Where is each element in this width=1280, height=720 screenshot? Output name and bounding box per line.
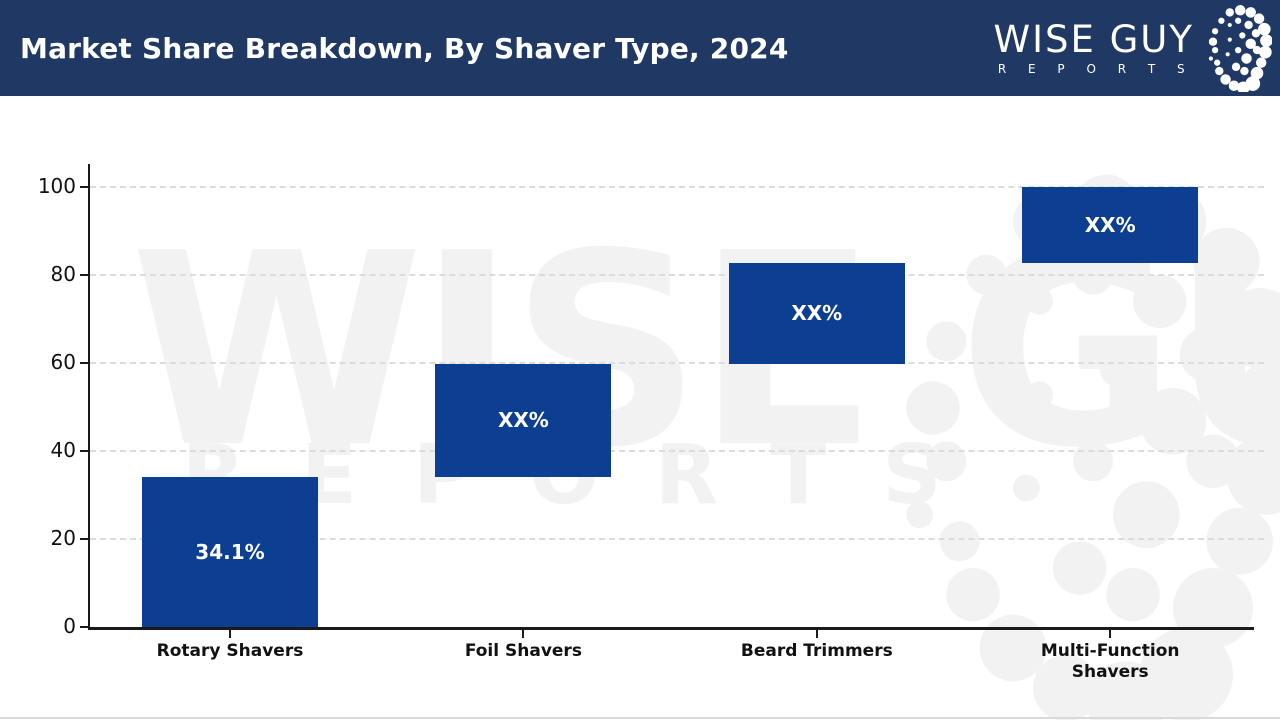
- bar-value-label: XX%: [497, 408, 549, 433]
- x-tick-mark-3: [1109, 630, 1112, 638]
- y-tick-mark-20: [80, 538, 88, 540]
- gridline-y-20: [90, 538, 1264, 540]
- y-tick-mark-80: [80, 274, 88, 276]
- page-title: Market Share Breakdown, By Shaver Type, …: [20, 31, 789, 65]
- y-tick-mark-0: [80, 626, 88, 628]
- footer-divider: [0, 717, 1280, 719]
- x-tick-mark-0: [229, 630, 231, 638]
- x-category-label: Multi-Function Shavers: [1040, 641, 1180, 682]
- x-category-label: Rotary Shavers: [156, 641, 304, 661]
- x-axis-line: [88, 627, 1254, 630]
- y-tick-label-60: 60: [50, 350, 76, 374]
- gridline-y-40: [90, 450, 1264, 452]
- bar-foil-shavers: XX%: [435, 363, 612, 477]
- y-tick-mark-40: [80, 450, 88, 452]
- bar-beard-trimmers: XX%: [728, 263, 905, 364]
- brand-logo: WISE GUY R E P O R T S: [994, 4, 1280, 92]
- bar-value-label: XX%: [1084, 213, 1136, 238]
- x-category-label: Foil Shavers: [464, 641, 582, 661]
- x-tick-mark-1: [522, 630, 525, 638]
- bar-multi-function-shavers: XX%: [1022, 187, 1199, 264]
- x-category-label: Beard Trimmers: [740, 641, 893, 661]
- gridline-y-80: [90, 274, 1264, 276]
- y-tick-label-20: 20: [50, 526, 76, 550]
- bar-value-label: XX%: [791, 301, 843, 326]
- y-tick-mark-60: [80, 362, 88, 364]
- header-bar: Market Share Breakdown, By Shaver Type, …: [0, 0, 1280, 96]
- bar-value-label: 34.1%: [195, 539, 265, 564]
- gridline-y-100: [90, 186, 1264, 188]
- y-tick-label-100: 100: [37, 174, 76, 198]
- y-tick-label-0: 0: [63, 614, 76, 638]
- y-axis-line: [88, 164, 90, 629]
- y-tick-mark-100: [80, 186, 88, 188]
- brand-tagline: R E P O R T S: [997, 61, 1194, 76]
- y-tick-label-40: 40: [50, 438, 76, 462]
- dotted-face-logo-icon: [1208, 5, 1272, 92]
- y-tick-label-80: 80: [50, 262, 76, 286]
- brand-name: WISE GUY: [993, 17, 1194, 61]
- gridline-y-60: [90, 362, 1264, 364]
- x-tick-mark-2: [815, 630, 818, 638]
- brand-logo-text: WISE GUY R E P O R T S: [994, 21, 1194, 76]
- bar-rotary-shavers: 34.1%: [142, 476, 318, 627]
